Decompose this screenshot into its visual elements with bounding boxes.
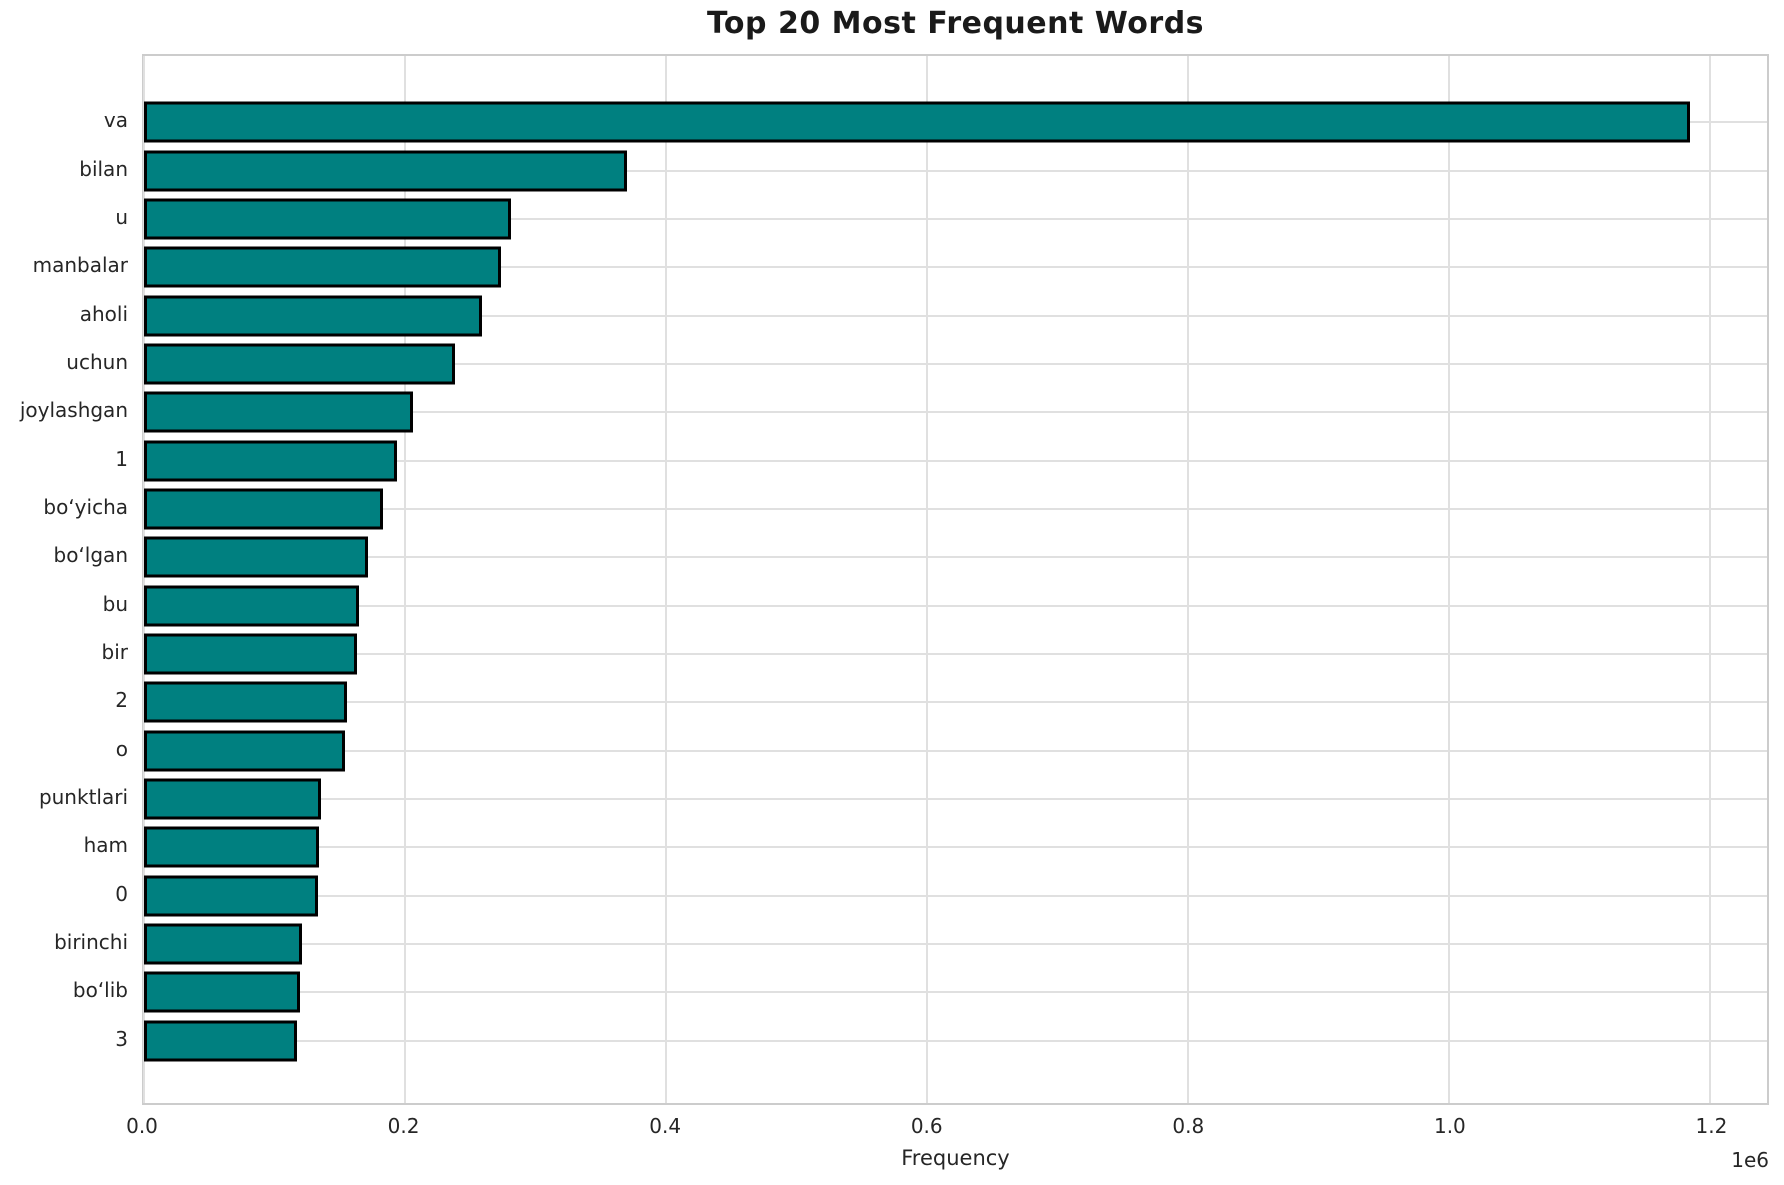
bar-bilan: [144, 150, 627, 192]
y-tick-label: boʻyicha: [43, 494, 128, 519]
x-gridline: [1186, 56, 1189, 1103]
y-tick-label: bir: [101, 640, 128, 665]
bar-u: [144, 198, 511, 240]
x-tick-label: 0.6: [910, 1114, 943, 1138]
x-gridline: [664, 56, 667, 1103]
y-gridline: [144, 507, 1767, 510]
y-tick-label: 2: [115, 688, 128, 713]
bar-o: [144, 730, 345, 772]
bar-boʻyicha: [144, 488, 383, 530]
y-tick-label: ham: [83, 833, 128, 858]
y-gridline: [144, 314, 1767, 317]
bar-punktlari: [144, 778, 321, 820]
bar-0: [144, 875, 319, 917]
y-gridline: [144, 266, 1767, 269]
y-gridline: [144, 991, 1767, 994]
bar-bu: [144, 585, 359, 627]
bar-manbalar: [144, 246, 502, 288]
bar-birinchi: [144, 923, 302, 965]
x-axis-offset-label: 1e6: [1731, 1148, 1769, 1172]
bar-aholi: [144, 295, 482, 337]
y-tick-label: bu: [102, 591, 128, 616]
y-gridline: [144, 943, 1767, 946]
y-tick-label: manbalar: [32, 253, 128, 278]
x-gridline: [925, 56, 928, 1103]
y-gridline: [144, 894, 1767, 897]
x-tick-label: 1.0: [1433, 1114, 1466, 1138]
y-tick-label: o: [115, 736, 128, 761]
x-tick-label: 0.4: [649, 1114, 682, 1138]
bar-bir: [144, 633, 357, 675]
bar-uchun: [144, 343, 455, 385]
y-gridline: [144, 749, 1767, 752]
x-tick-label: 0.2: [387, 1114, 420, 1138]
y-tick-label: birinchi: [54, 930, 128, 955]
y-gridline: [144, 411, 1767, 414]
bar-boʻlib: [144, 971, 300, 1013]
bar-boʻlgan: [144, 536, 368, 578]
y-tick-label: u: [115, 204, 128, 229]
y-gridline: [144, 653, 1767, 656]
y-gridline: [144, 798, 1767, 801]
y-gridline: [144, 556, 1767, 559]
x-tick-label: 1.2: [1695, 1114, 1728, 1138]
y-gridline: [144, 701, 1767, 704]
y-tick-label: joylashgan: [19, 398, 128, 423]
y-tick-label: punktlari: [38, 785, 128, 810]
x-gridline: [143, 56, 145, 1103]
x-tick-label: 0.8: [1172, 1114, 1205, 1138]
y-gridline: [144, 459, 1767, 462]
plot-area: [142, 54, 1769, 1105]
x-gridline: [1447, 56, 1450, 1103]
x-tick-label: 0.0: [126, 1114, 158, 1138]
x-axis-title: Frequency: [901, 1146, 1010, 1170]
bar-2: [144, 681, 347, 723]
y-tick-label: va: [103, 108, 128, 133]
y-gridline: [144, 362, 1767, 365]
chart-title: Top 20 Most Frequent Words: [706, 6, 1205, 41]
y-tick-label: uchun: [66, 349, 128, 374]
y-gridline: [144, 1039, 1767, 1042]
y-gridline: [144, 846, 1767, 849]
bar-3: [144, 1020, 297, 1062]
y-tick-label: boʻlgan: [53, 543, 128, 568]
y-tick-label: 1: [115, 446, 128, 471]
y-tick-label: bilan: [79, 156, 128, 181]
y-tick-label: aholi: [79, 301, 128, 326]
y-gridline: [144, 604, 1767, 607]
y-tick-label: 3: [115, 1026, 128, 1051]
bar-joylashgan: [144, 391, 413, 433]
y-tick-label: 0: [115, 881, 128, 906]
bar-ham: [144, 826, 319, 868]
y-gridline: [144, 169, 1767, 172]
bar-va: [144, 101, 1691, 143]
y-gridline: [144, 217, 1767, 220]
x-gridline: [1708, 56, 1711, 1103]
x-gridline: [403, 56, 406, 1103]
bar-1: [144, 440, 398, 482]
y-tick-label: boʻlib: [72, 978, 128, 1003]
